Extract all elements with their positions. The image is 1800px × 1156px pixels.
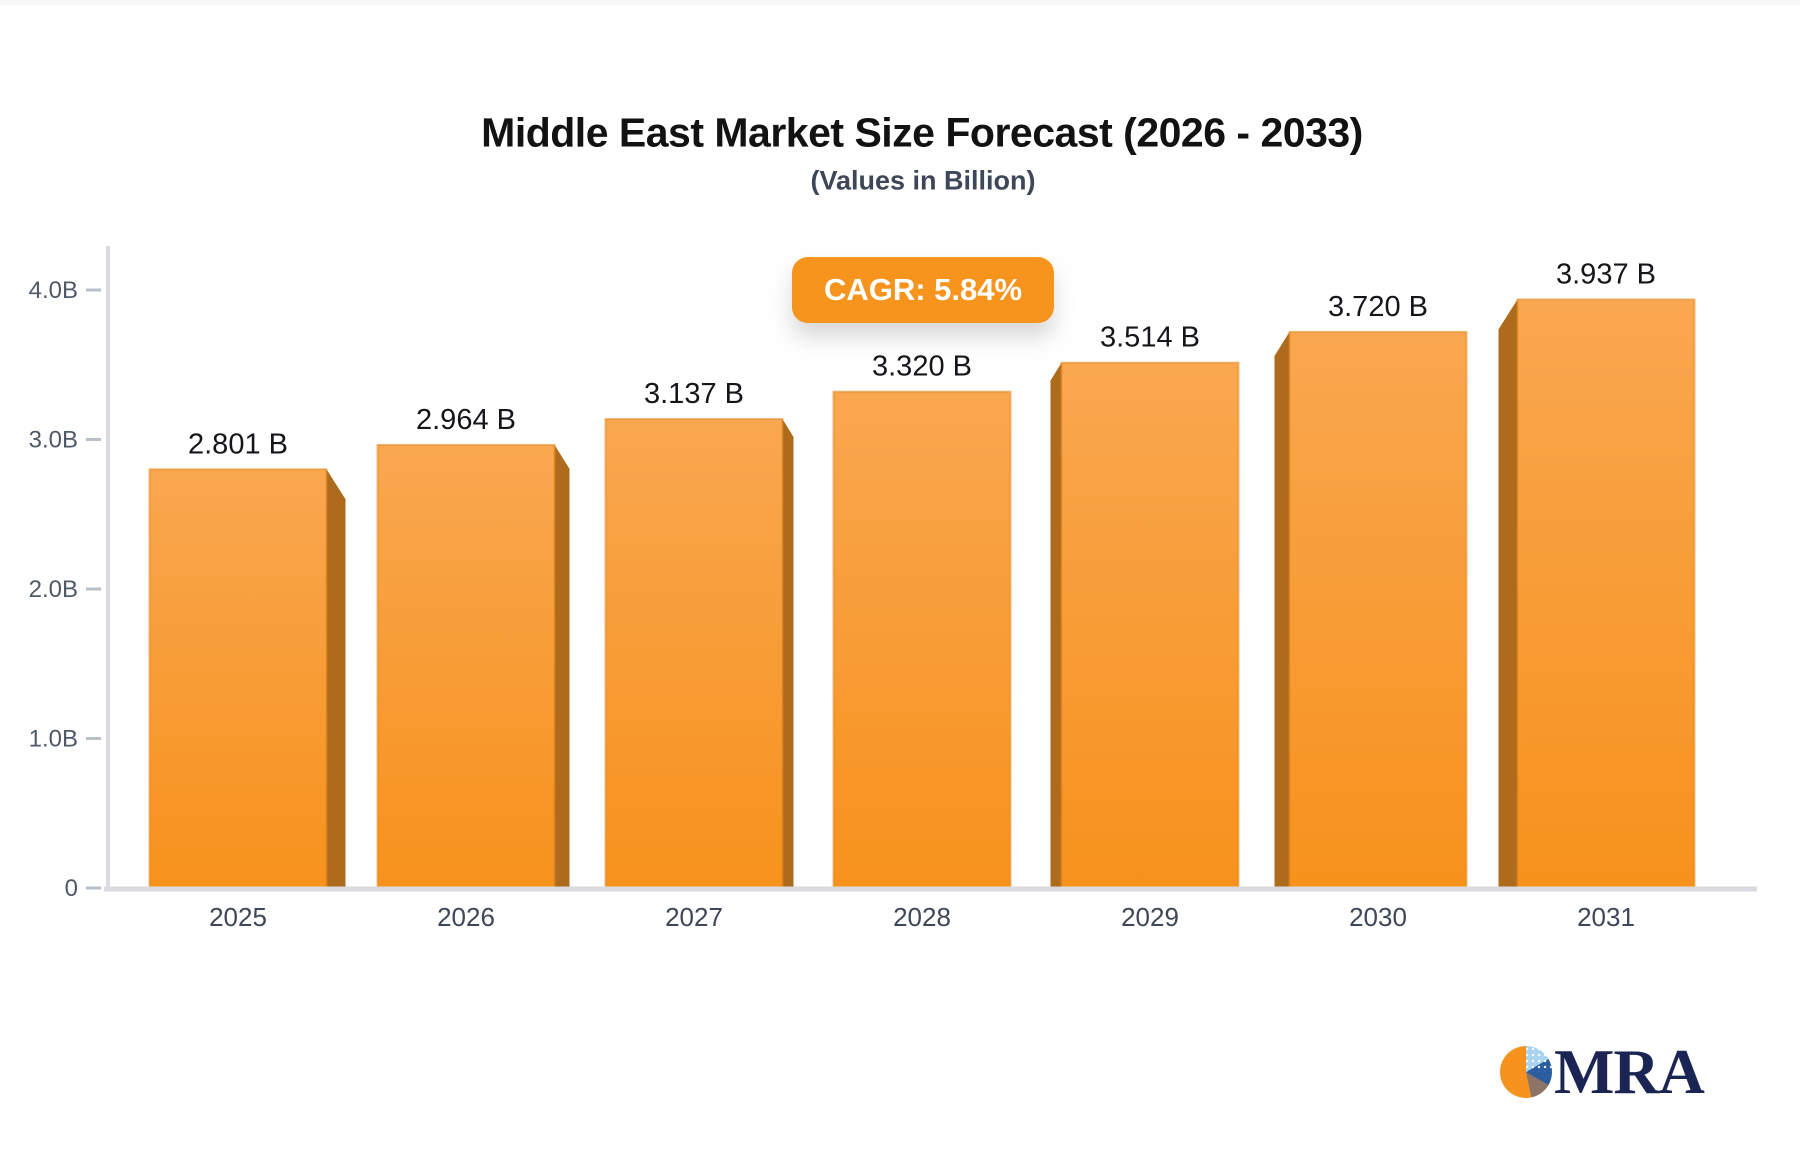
pie-chart-icon (1500, 1046, 1552, 1098)
x-axis-category-label: 2027 (665, 902, 723, 932)
bar (832, 390, 1012, 889)
chart-subtitle: (Values in Billion) (810, 165, 1036, 196)
x-axis-category-label: 2031 (1577, 902, 1635, 932)
bar-side-face (1498, 299, 1518, 889)
bar-value-label: 3.720 B (1328, 291, 1428, 323)
bar-group-2031: 3.937 B 2031 (1498, 258, 1696, 932)
x-axis-category-label: 2028 (893, 902, 951, 932)
bar-value-label: 3.514 B (1100, 322, 1200, 354)
y-axis-label: 3.0B (29, 427, 78, 454)
bar-value-label: 3.137 B (644, 378, 744, 410)
bar-value-label: 3.320 B (872, 351, 972, 383)
x-axis-category-label: 2029 (1121, 902, 1179, 932)
bar-side-face (554, 444, 570, 888)
bar-value-label: 2.801 B (188, 428, 288, 460)
y-axis-label: 1.0B (29, 726, 78, 753)
bar (1516, 298, 1696, 889)
bar (1288, 330, 1468, 889)
x-axis-category-label: 2030 (1349, 902, 1407, 932)
bar-group-2029: 3.514 B 2029 (1050, 322, 1240, 932)
bar-group-2027: 3.137 B 2027 (604, 378, 794, 932)
bar (1060, 361, 1240, 890)
x-axis-category-label: 2026 (437, 902, 495, 932)
bar-value-label: 2.964 B (416, 404, 516, 436)
cagr-badge: CAGR: 5.84% (791, 257, 1055, 323)
bar-group-2030: 3.720 B 2030 (1274, 291, 1468, 932)
bar-side-face (1050, 362, 1062, 889)
bar (148, 468, 328, 889)
bar (604, 418, 784, 889)
bar-group-2028: 3.320 B 2028 (832, 351, 1012, 932)
bar (376, 443, 556, 889)
brand-logo: MRA (1500, 1036, 1705, 1107)
bar-value-label: 3.937 B (1556, 258, 1656, 290)
y-axis-label: 2.0B (29, 576, 78, 603)
y-axis-label: 0 (65, 875, 78, 902)
chart-title: Middle East Market Size Forecast (2026 -… (481, 109, 1363, 156)
page-top-border (0, 0, 1800, 5)
bar-side-face (782, 419, 794, 888)
bar-group-2026: 2.964 B 2026 (376, 404, 570, 932)
x-axis-category-label: 2025 (209, 902, 267, 932)
bar-group-2025: 2.801 B 2025 (148, 428, 346, 932)
y-axis-label: 4.0B (29, 277, 78, 304)
logo-text: MRA (1554, 1036, 1705, 1107)
bar-side-face (326, 469, 346, 888)
bar-side-face (1274, 331, 1290, 888)
